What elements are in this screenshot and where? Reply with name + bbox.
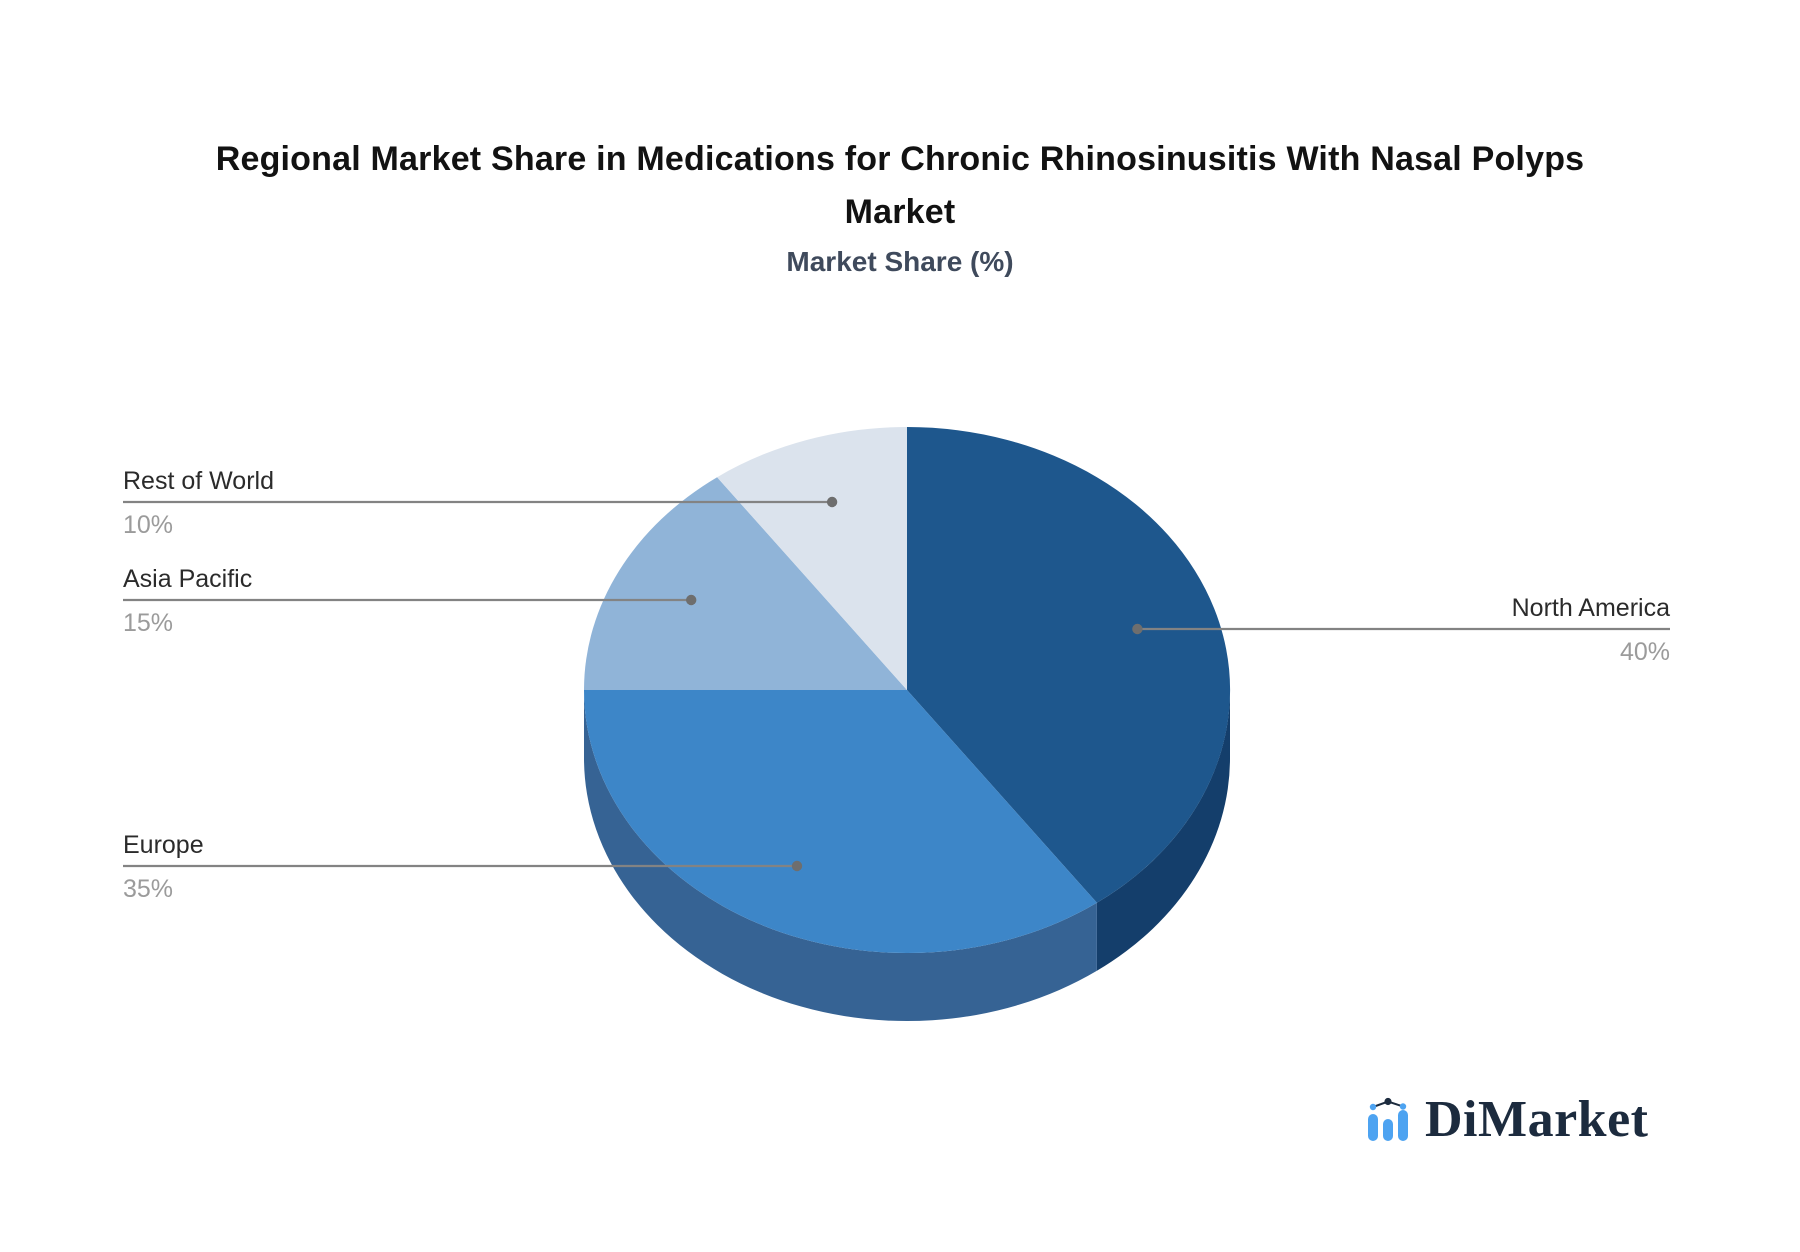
- callout-dot-rest-of-world: [826, 496, 838, 508]
- pie-slice-asia-pacific[interactable]: [584, 477, 907, 690]
- callout-value-asia-pacific: 15%: [123, 609, 174, 637]
- callout-value-north-america: 40%: [1619, 638, 1670, 666]
- callout-label-north-america: North America: [1511, 594, 1670, 622]
- pie-slice-north-america[interactable]: [907, 427, 1231, 903]
- callout-label-rest-of-world: Rest of World: [123, 467, 274, 495]
- chart-title-line2: Market: [844, 193, 956, 231]
- brand-name: DiMarket: [1425, 1091, 1649, 1148]
- callout-label-asia-pacific: Asia Pacific: [123, 565, 253, 593]
- bar-chart-logo-icon: [1368, 1097, 1408, 1141]
- chart-title: Regional Market Share in Medications for…: [0, 133, 1800, 239]
- pie-slice-side-north-america: [1096, 690, 1230, 971]
- pie-slice-europe[interactable]: [584, 690, 1097, 954]
- pie-slice-side-europe: [584, 690, 1097, 1022]
- brand-logo: DiMarket: [1367, 1094, 1648, 1146]
- callout-label-europe: Europe: [123, 831, 204, 859]
- callout-value-europe: 35%: [123, 875, 174, 903]
- chart-subtitle: Market Share (%): [786, 246, 1014, 277]
- callout-dot-asia-pacific: [686, 594, 697, 606]
- pie-slice-rest-of-world[interactable]: [717, 427, 907, 690]
- chart-title-line1: Regional Market Share in Medications for…: [215, 140, 1585, 178]
- callout-dot-europe: [791, 860, 803, 872]
- callout-dot-north-america: [1132, 623, 1143, 635]
- callout-value-rest-of-world: 10%: [123, 511, 174, 539]
